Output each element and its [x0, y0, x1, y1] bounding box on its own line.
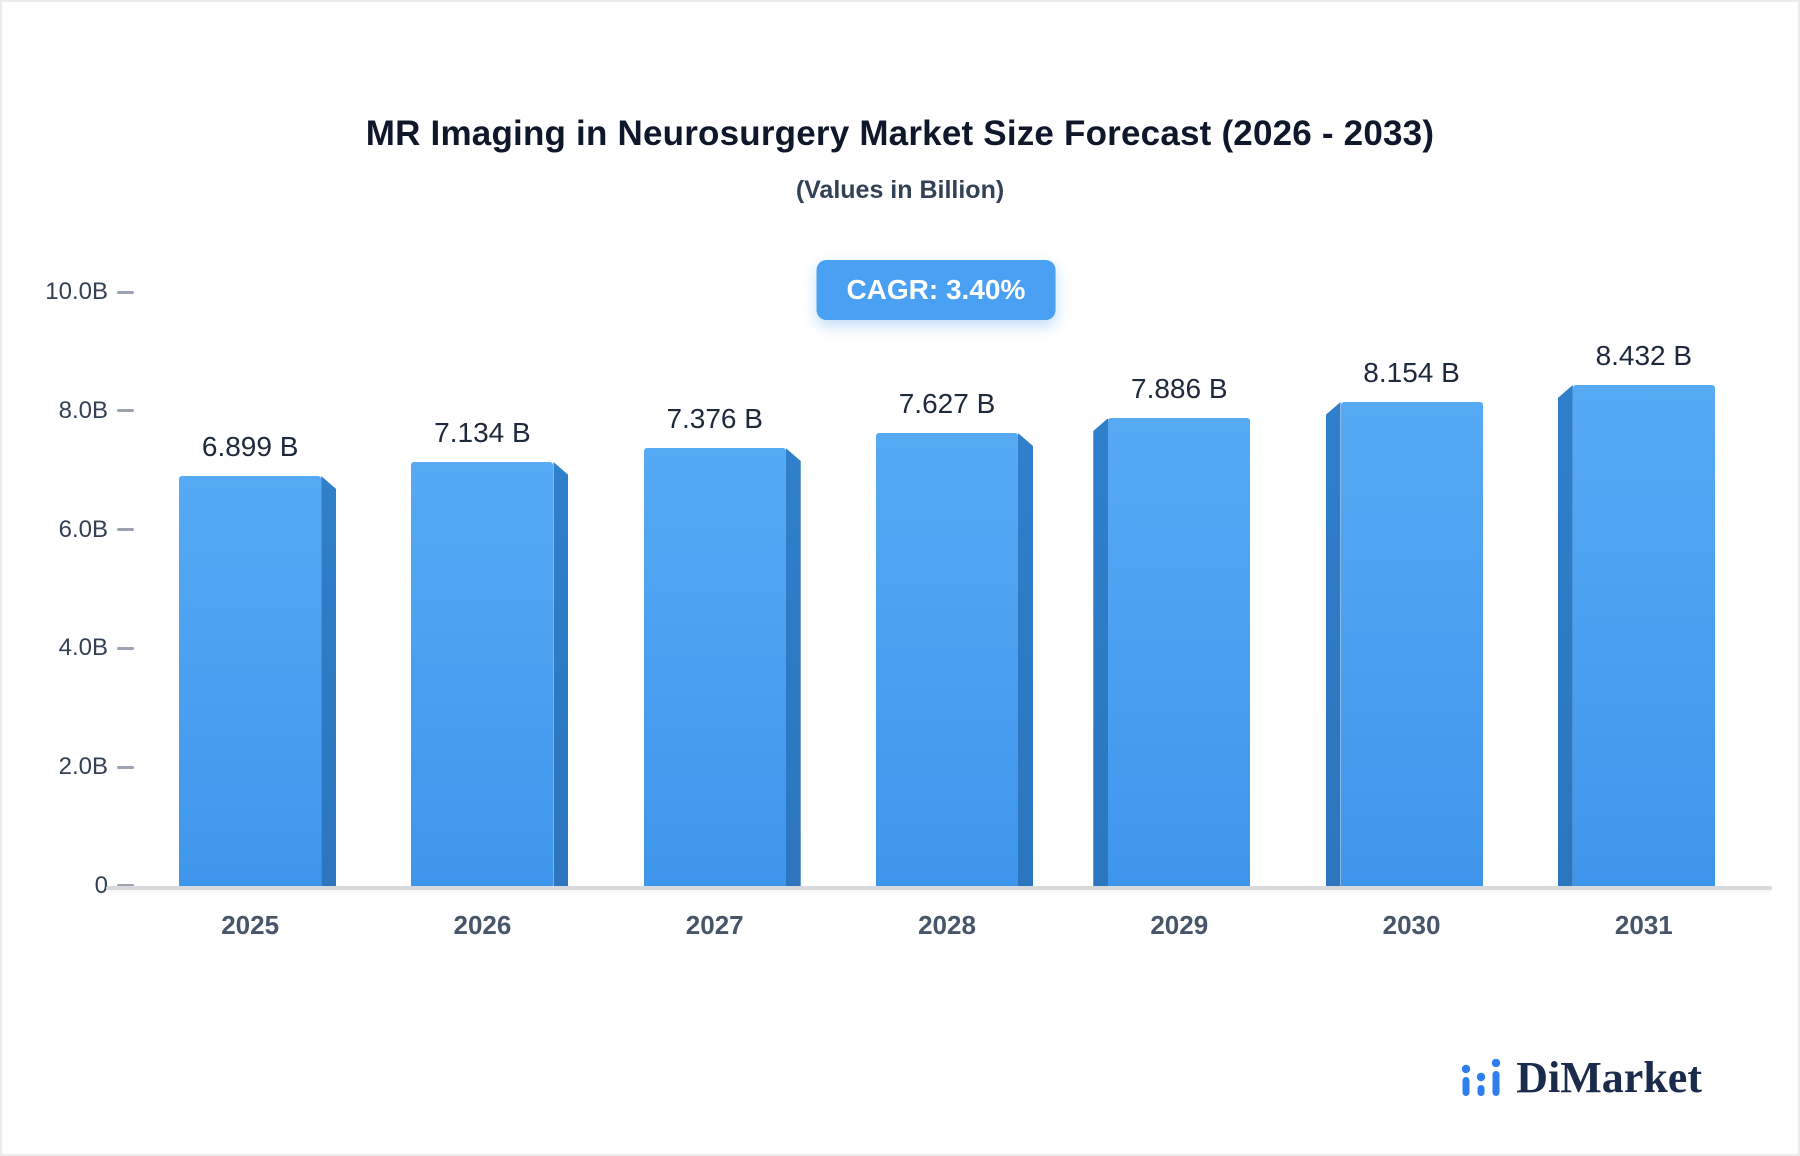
- y-tick-label: 2.0B: [58, 753, 108, 781]
- bar-slot: 8.154 B: [1295, 292, 1527, 886]
- bar-value-label: 7.886 B: [1131, 373, 1228, 404]
- bar: [1572, 385, 1715, 886]
- chart-header: MR Imaging in Neurosurgery Market Size F…: [2, 2, 1798, 205]
- y-tick-dash: [117, 765, 134, 769]
- bars-row: 6.899 B 7.134 B 7.376 B 7.627 B 7.886 B 8.154…: [134, 292, 1760, 886]
- chart-subtitle: (Values in Billion): [795, 176, 1005, 204]
- bar: [411, 462, 554, 886]
- dimarket-logo-icon: [1462, 1058, 1501, 1096]
- bar-slot: 6.899 B: [134, 292, 366, 886]
- bar-value-label: 8.154 B: [1363, 357, 1460, 388]
- dimarket-logo: DiMarket: [1458, 1054, 1702, 1100]
- y-axis: 10.0B 8.0B 6.0B 4.0B 2.0B 0: [16, 278, 134, 900]
- y-tick-label: 10.0B: [45, 278, 108, 305]
- x-axis-baseline: [106, 886, 1772, 890]
- y-tick-dash: [117, 646, 134, 650]
- y-tick: 4.0B: [16, 634, 134, 662]
- y-tick: 2.0B: [16, 753, 134, 781]
- bar: [1340, 402, 1483, 886]
- bar-value-label: 7.627 B: [898, 388, 996, 419]
- bar-slot: 7.627 B: [831, 292, 1063, 886]
- y-tick-dash: [117, 290, 134, 294]
- y-tick-label: 8.0B: [58, 396, 108, 424]
- x-axis-label: 2027: [685, 910, 744, 940]
- x-axis-label: 2026: [453, 910, 512, 940]
- bar: [643, 448, 786, 886]
- y-tick-dash: [117, 884, 134, 888]
- y-tick-dash: [117, 409, 134, 413]
- y-tick: 10.0B: [16, 278, 134, 306]
- bar-value-label: 8.432 B: [1595, 340, 1693, 371]
- x-axis-label: 2030: [1382, 910, 1441, 940]
- x-axis-label: 2025: [221, 910, 280, 940]
- bar-value-label: 7.134 B: [434, 417, 531, 448]
- x-axis-row: 2025 2026 2027 2028 2029 2030 2031: [134, 910, 1760, 941]
- y-tick-dash: [117, 528, 134, 532]
- dimarket-logo-text: DiMarket: [1516, 1053, 1702, 1102]
- bar-slot: 7.134 B: [366, 292, 598, 886]
- y-tick-label: 6.0B: [58, 515, 108, 543]
- chart-title: MR Imaging in Neurosurgery Market Size F…: [365, 114, 1435, 153]
- bar: [179, 476, 322, 886]
- bar-slot: 7.886 B: [1063, 292, 1295, 886]
- bar: [1108, 418, 1251, 886]
- y-tick-label: 4.0B: [58, 634, 108, 662]
- y-tick: 6.0B: [16, 516, 134, 544]
- y-tick: 0: [16, 872, 134, 900]
- bar-slot: 8.432 B: [1528, 292, 1760, 886]
- y-tick: 8.0B: [16, 397, 134, 425]
- bar-value-label: 7.376 B: [666, 403, 763, 434]
- bar-value-label: 6.899 B: [201, 431, 299, 462]
- x-axis-label: 2028: [918, 910, 976, 940]
- x-axis-label: 2029: [1150, 910, 1209, 940]
- y-tick-label: 0: [94, 871, 108, 899]
- cagr-badge: CAGR: 3.40%: [816, 260, 1056, 320]
- x-axis-label: 2031: [1614, 910, 1673, 940]
- bar: [875, 433, 1018, 886]
- bar-slot: 7.376 B: [599, 292, 831, 886]
